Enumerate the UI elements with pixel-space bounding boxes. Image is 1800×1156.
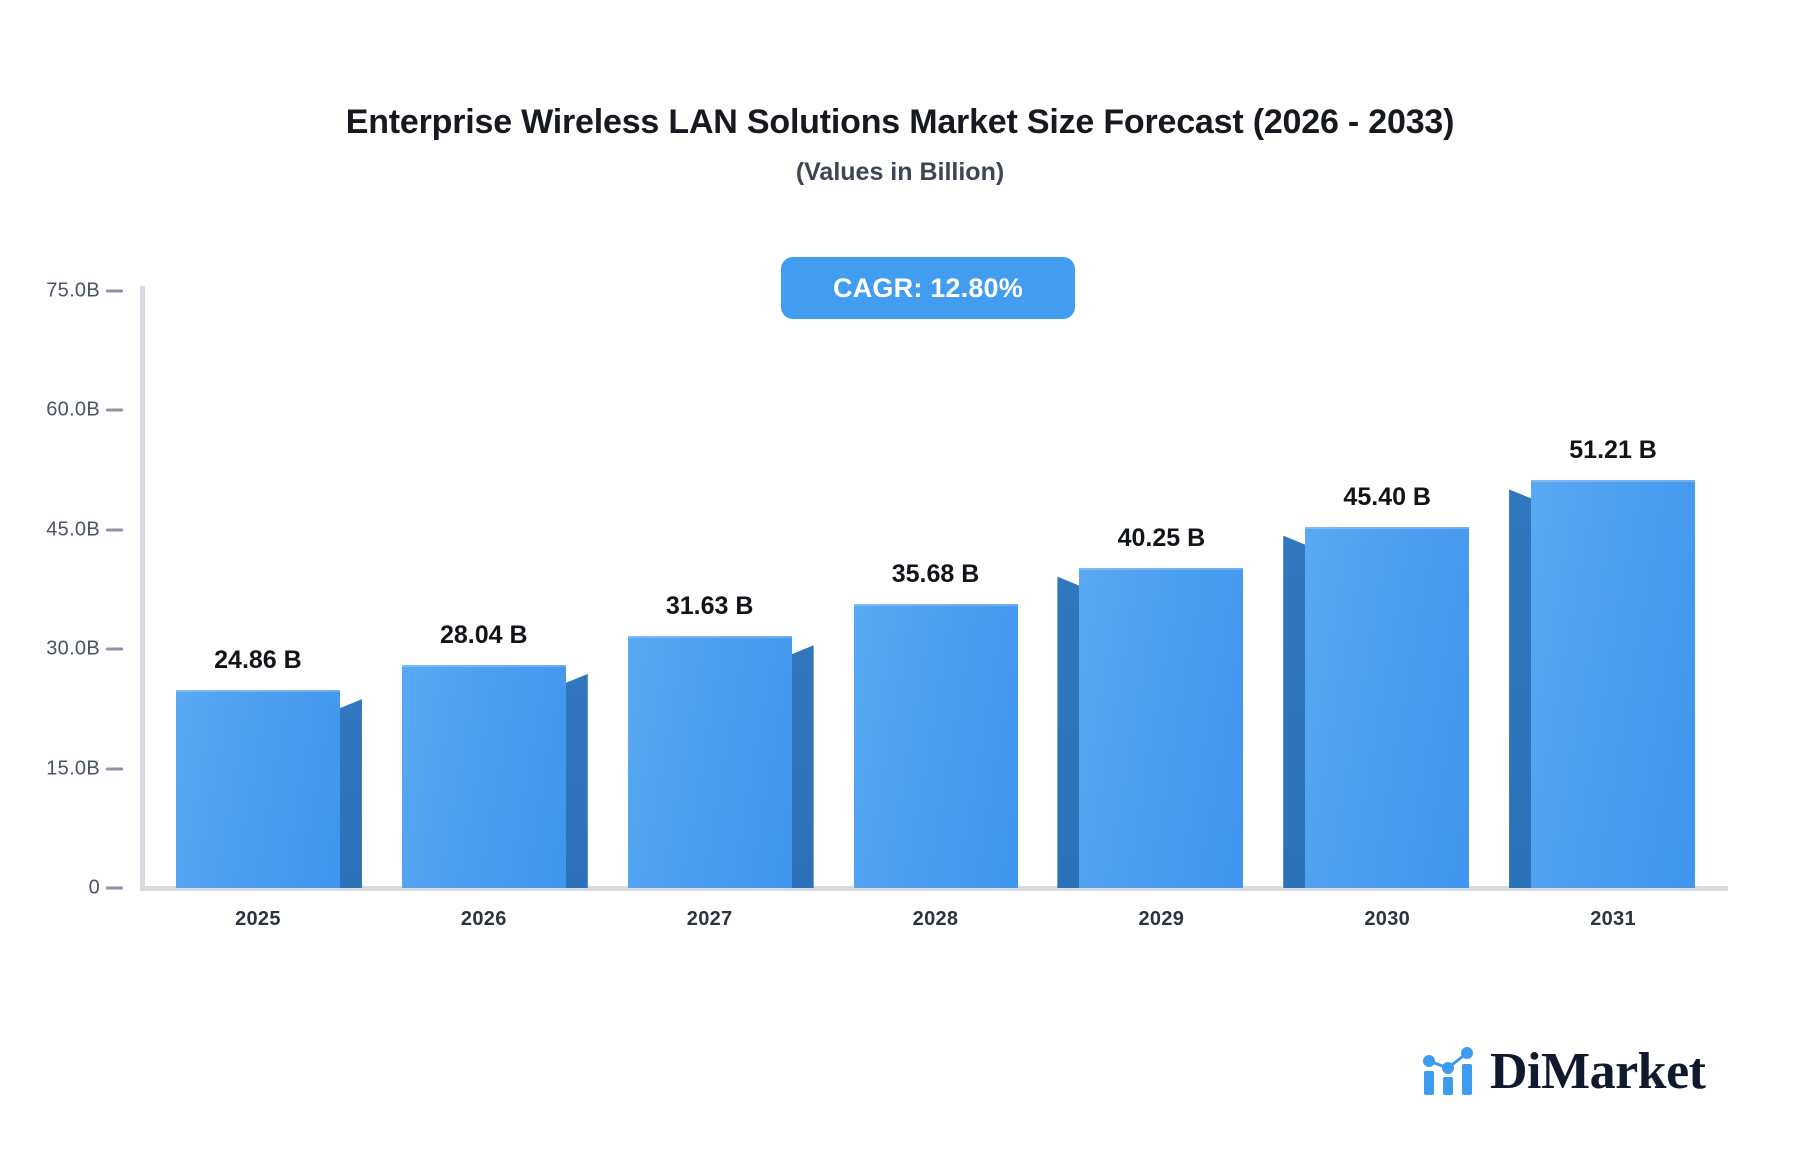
bar-2026[interactable] xyxy=(401,664,588,888)
y-axis-tick-label: 15.0B xyxy=(46,757,100,780)
bar-chart-icon xyxy=(1423,1047,1473,1095)
bar-value-label: 31.63 B xyxy=(665,592,754,621)
y-axis-tick-mark xyxy=(106,408,123,412)
x-axis-tick-label: 2030 xyxy=(1364,908,1411,930)
bar-side-face xyxy=(1057,576,1080,888)
bar-face xyxy=(853,604,1018,888)
y-axis-tick-mark xyxy=(106,528,123,532)
x-axis-line xyxy=(140,886,1728,891)
y-axis-tick-mark xyxy=(106,767,123,771)
bar-2030[interactable] xyxy=(1283,526,1470,888)
bar-value-label: 35.68 B xyxy=(891,559,980,588)
x-axis-tick-label: 2031 xyxy=(1590,908,1636,930)
bar-face xyxy=(175,690,340,888)
bar-value-label: 40.25 B xyxy=(1117,523,1206,552)
bar-2031[interactable] xyxy=(1509,480,1696,888)
y-axis-tick-label: 60.0B xyxy=(46,398,100,421)
x-axis-tick-label: 2027 xyxy=(686,908,733,930)
bar-value-label: 28.04 B xyxy=(440,620,528,649)
y-axis-tick-label: 0 xyxy=(88,876,100,899)
bar-2025[interactable] xyxy=(175,690,362,888)
bar-face xyxy=(1531,480,1696,888)
cagr-badge-label: CAGR: 12.80% xyxy=(833,272,1023,303)
bar-value-label: 51.21 B xyxy=(1569,436,1657,465)
y-axis-tick-mark xyxy=(106,886,123,890)
x-axis-tick-label: 2028 xyxy=(912,908,959,930)
logo-text: DiMarket xyxy=(1490,1043,1706,1100)
bar-side-face xyxy=(565,673,588,888)
y-axis-tick-mark xyxy=(106,647,123,651)
y-axis-tick-mark xyxy=(106,289,123,293)
x-axis-tick-label: 2029 xyxy=(1138,908,1185,930)
page-title: Enterprise Wireless LAN Solutions Market… xyxy=(345,103,1455,141)
y-axis-tick-label: 45.0B xyxy=(46,518,100,541)
bar-face xyxy=(401,664,566,888)
bar-2027[interactable] xyxy=(627,636,814,888)
y-axis-line xyxy=(140,286,145,890)
bar-2028[interactable] xyxy=(853,604,1018,888)
bar-side-face xyxy=(339,699,362,888)
dimarket-logo: DiMarket xyxy=(1422,1043,1706,1100)
cagr-badge: CAGR: 12.80% xyxy=(781,257,1075,319)
bar-face xyxy=(1079,567,1244,888)
bar-face xyxy=(1305,526,1470,888)
chart-header: Enterprise Wireless LAN Solutions Market… xyxy=(0,0,1800,187)
bar-value-label: 45.40 B xyxy=(1343,482,1431,511)
x-axis-tick-label: 2025 xyxy=(235,908,281,930)
chart-subtitle: (Values in Billion) xyxy=(795,158,1005,187)
bar-side-face xyxy=(1509,489,1532,888)
y-axis-tick-label: 75.0B xyxy=(46,279,100,302)
bar-side-face xyxy=(791,645,814,888)
bar-2029[interactable] xyxy=(1057,567,1244,888)
bar-value-label: 24.86 B xyxy=(214,646,302,675)
y-axis-tick-label: 30.0B xyxy=(46,637,100,660)
x-axis-tick-label: 2026 xyxy=(460,908,507,930)
bar-side-face xyxy=(1283,535,1306,888)
bar-face xyxy=(627,636,792,888)
